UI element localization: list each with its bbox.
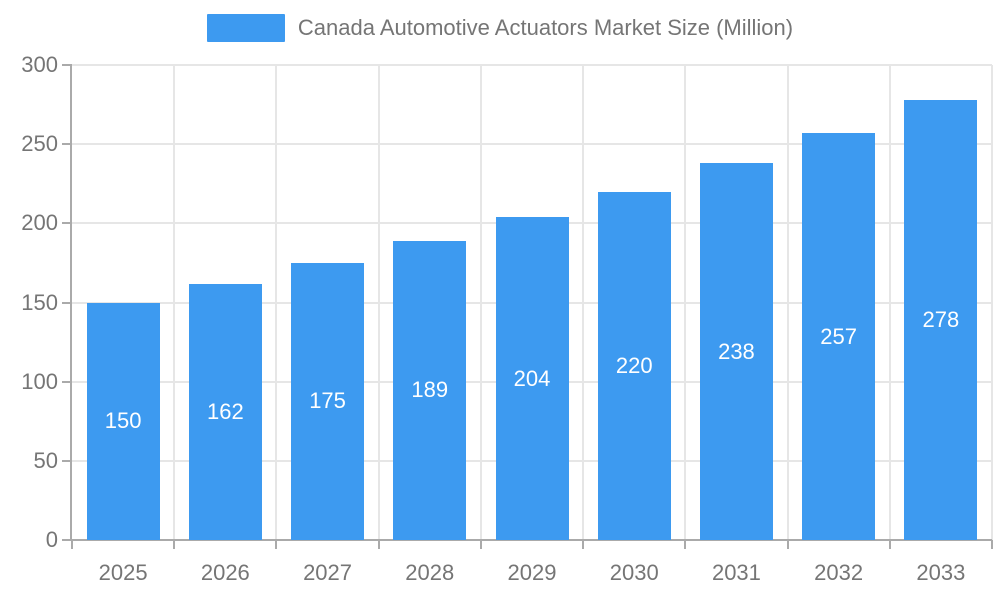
- bar[interactable]: 204: [495, 217, 569, 540]
- x-axis-tick: [582, 540, 585, 549]
- bar-value-label: 150: [104, 408, 142, 434]
- bar[interactable]: 257: [802, 133, 876, 540]
- x-axis-tick: [991, 540, 993, 549]
- x-axis-tick-label: 2030: [609, 560, 659, 585]
- bar[interactable]: 189: [393, 240, 467, 540]
- bar[interactable]: 150: [86, 302, 160, 540]
- y-axis-tick: [62, 64, 72, 66]
- gridline-vertical: [991, 65, 993, 540]
- x-axis-tick-label: 2031: [711, 560, 761, 585]
- x-axis-tick: [377, 540, 380, 549]
- bar-value-label: 238: [718, 338, 755, 364]
- y-axis-tick-label: 150: [21, 289, 58, 315]
- bar-value-label: 162: [206, 398, 244, 424]
- gridline-vertical: [582, 65, 585, 540]
- x-axis-line: [70, 539, 992, 541]
- gridline-vertical: [275, 65, 278, 540]
- x-axis-tick-label: 2028: [405, 560, 455, 585]
- y-axis-line: [70, 65, 72, 540]
- bar[interactable]: 175: [291, 262, 365, 540]
- y-axis-tick-label: 250: [21, 131, 58, 157]
- y-axis-tick: [62, 459, 72, 462]
- gridline-horizontal: [72, 64, 992, 66]
- gridline-vertical: [377, 65, 380, 540]
- x-axis-tick: [173, 540, 176, 549]
- bar-value-label: 278: [922, 306, 960, 332]
- x-axis-tick: [275, 540, 278, 549]
- legend-swatch: [206, 14, 285, 42]
- x-axis-tick-label: 2025: [98, 560, 148, 585]
- bar-value-label: 220: [615, 352, 653, 378]
- legend-label: Canada Automotive Actuators Market Size …: [297, 15, 794, 40]
- y-axis-tick: [62, 539, 72, 541]
- gridline-vertical: [888, 65, 891, 540]
- x-axis-tick-label: 2029: [507, 560, 557, 585]
- x-axis-tick-label: 2026: [200, 560, 250, 585]
- x-axis-tick-label: 2032: [814, 560, 864, 585]
- gridline-vertical: [786, 65, 789, 540]
- y-axis-tick-label: 100: [21, 368, 58, 394]
- x-axis-tick-label: 2033: [916, 560, 966, 585]
- x-axis-tick: [684, 540, 687, 549]
- y-axis-tick: [62, 380, 72, 383]
- y-axis-tick-label: 0: [45, 527, 58, 552]
- bar-value-label: 175: [309, 388, 346, 414]
- gridline-vertical: [684, 65, 687, 540]
- y-axis-tick-label: 50: [33, 447, 58, 473]
- bar-value-label: 189: [411, 377, 449, 403]
- y-axis-tick: [62, 222, 72, 225]
- y-axis-tick: [62, 143, 72, 146]
- bar[interactable]: 162: [188, 283, 262, 540]
- bar[interactable]: 278: [904, 99, 978, 540]
- x-axis-tick-label: 2027: [303, 560, 353, 585]
- x-axis-tick: [479, 540, 482, 549]
- gridline-vertical: [173, 65, 176, 540]
- x-axis-tick: [786, 540, 789, 549]
- gridline-vertical: [479, 65, 482, 540]
- bar[interactable]: 220: [597, 191, 671, 540]
- y-axis-tick: [62, 301, 72, 304]
- x-axis-tick: [71, 540, 73, 549]
- x-axis-tick: [888, 540, 891, 549]
- bar-value-label: 257: [820, 323, 858, 349]
- bar-value-label: 204: [513, 365, 551, 391]
- bar[interactable]: 238: [699, 163, 773, 540]
- y-axis-tick-label: 200: [21, 210, 58, 236]
- gridline-horizontal: [72, 143, 992, 146]
- y-axis-tick-label: 300: [21, 52, 58, 77]
- chart-legend[interactable]: Canada Automotive Actuators Market Size …: [0, 14, 1000, 42]
